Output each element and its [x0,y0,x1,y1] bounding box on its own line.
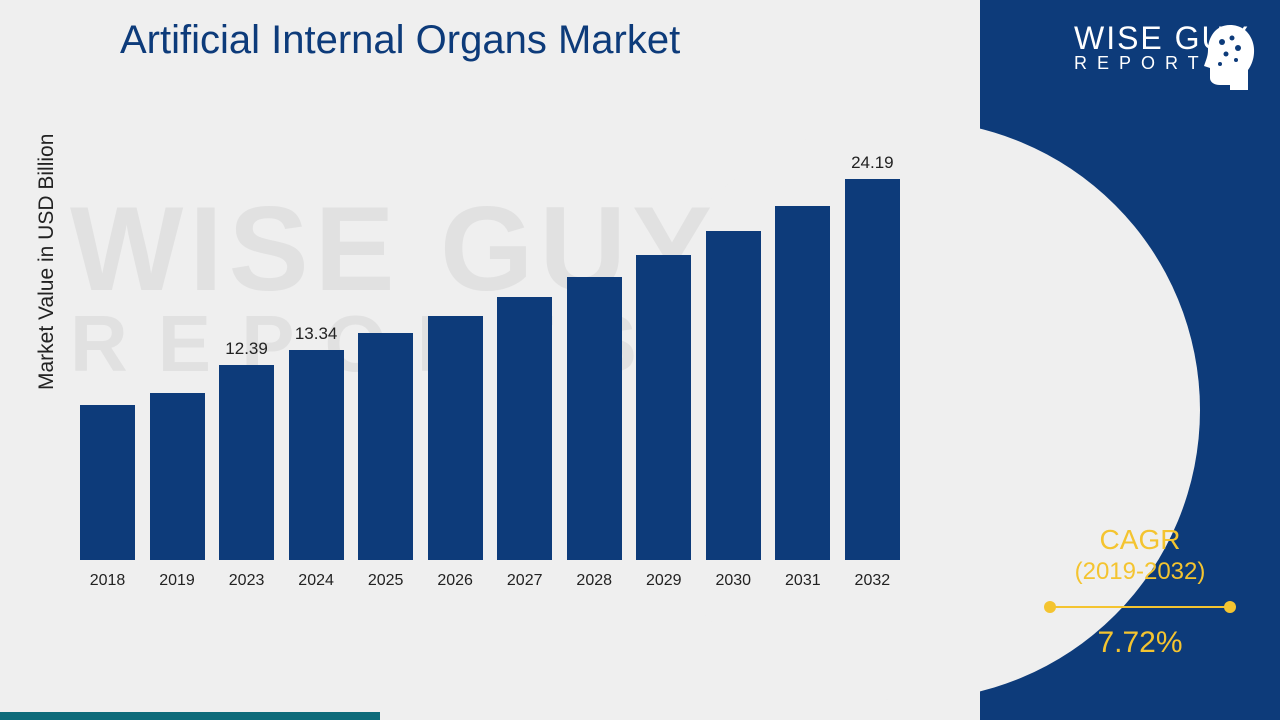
bar [636,255,691,560]
x-axis-label: 2030 [706,572,761,590]
x-axis-label: 2031 [775,572,830,590]
x-axis-label: 2026 [428,572,483,590]
bar-value-label: 13.34 [295,324,338,344]
bar [219,365,274,560]
bar [80,405,135,560]
cagr-value: 7.72% [1050,626,1230,660]
bar [706,231,761,560]
bar-wrap: 24.19 [845,179,900,560]
bar [150,393,205,560]
bar-wrap: 13.34 [289,350,344,560]
bar-wrap [150,393,205,560]
bars-container: 12.39 13.34 24.19 [80,150,900,560]
cagr-divider [1050,606,1230,608]
bar-wrap [775,206,830,560]
bar-wrap [497,297,552,560]
x-labels-container: 2018 2019 2023 2024 2025 2026 2027 2028 2029 2030… [80,572,900,590]
bar [845,179,900,560]
bar-wrap [636,255,691,560]
x-axis-label: 2028 [567,572,622,590]
y-axis-label: Market Value in USD Billion [35,134,59,390]
x-axis-label: 2029 [636,572,691,590]
bar [497,297,552,560]
bar-wrap [706,231,761,560]
x-axis-label: 2019 [150,572,205,590]
bottom-accent-bar [0,712,380,720]
logo: WISE GUY REPORTS [1074,20,1250,74]
chart-title: Artificial Internal Organs Market [120,18,680,63]
x-axis-label: 2023 [219,572,274,590]
cagr-title: CAGR [1050,524,1230,556]
bar-wrap [567,277,622,560]
bar [775,206,830,560]
bar-wrap [428,316,483,560]
bar-value-label: 12.39 [225,339,268,359]
bar [428,316,483,560]
x-axis-label: 2018 [80,572,135,590]
x-axis-label: 2024 [289,572,344,590]
bar-wrap [358,333,413,560]
bar [567,277,622,560]
bar-wrap: 12.39 [219,365,274,560]
x-axis-label: 2032 [845,572,900,590]
head-icon [1200,20,1260,90]
x-axis-label: 2027 [497,572,552,590]
chart-area: 12.39 13.34 24.19 2018 2019 2023 2024 2025 2026… [80,150,900,590]
cagr-box: CAGR (2019-2032) 7.72% [1050,524,1230,660]
bar-wrap [80,405,135,560]
bar [289,350,344,560]
bar [358,333,413,560]
cagr-range: (2019-2032) [1050,558,1230,586]
x-axis-label: 2025 [358,572,413,590]
bar-value-label: 24.19 [851,153,894,173]
